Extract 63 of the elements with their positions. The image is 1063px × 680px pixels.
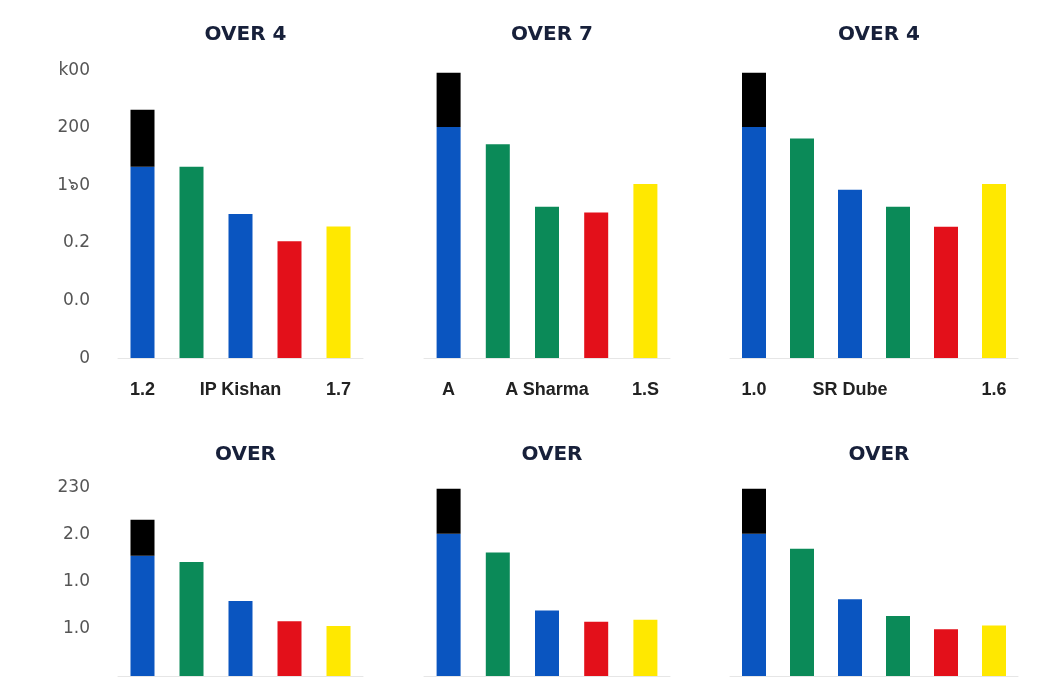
text: 1๖0 xyxy=(57,173,91,194)
x-tick-label: 1.0 xyxy=(741,379,767,399)
bar xyxy=(886,206,910,358)
x-tick-label: 1.S xyxy=(631,379,659,399)
bar xyxy=(886,616,910,676)
x-tick-label: 1.2 xyxy=(129,379,156,399)
bar xyxy=(326,226,351,358)
x-tick-label: 1.7 xyxy=(325,379,352,399)
text: 1.0 xyxy=(62,569,91,590)
bar xyxy=(130,109,155,167)
bar xyxy=(982,184,1006,358)
bar xyxy=(584,621,609,676)
bar xyxy=(179,561,204,676)
bar xyxy=(584,212,609,358)
bar xyxy=(535,206,559,358)
bar xyxy=(934,226,958,358)
bar xyxy=(535,610,559,676)
bar xyxy=(130,166,155,358)
chart-title: OVER xyxy=(848,441,910,465)
bar xyxy=(790,548,814,676)
bar xyxy=(838,189,862,358)
text: 0.2 xyxy=(62,231,91,252)
bar xyxy=(436,72,461,128)
bar xyxy=(485,552,510,676)
x-tick-label: IP Kishan xyxy=(199,379,282,399)
bar xyxy=(838,599,862,676)
bar xyxy=(982,625,1006,676)
bar xyxy=(934,629,958,676)
bar xyxy=(277,621,302,676)
text: 2.0 xyxy=(62,522,91,543)
bar xyxy=(228,601,253,676)
bar xyxy=(633,184,658,358)
chart-title: OVER 4 xyxy=(204,21,287,45)
x-tick-label: A Sharma xyxy=(505,379,590,399)
chart-title: OVER 4 xyxy=(838,21,920,45)
bar xyxy=(228,214,253,358)
bar xyxy=(130,555,155,676)
text: 0.0 xyxy=(62,288,91,309)
bar xyxy=(742,72,766,128)
bar xyxy=(130,519,155,556)
bar xyxy=(485,144,510,358)
bar xyxy=(277,241,302,358)
chart-title: OVER xyxy=(214,441,277,465)
bar xyxy=(633,619,658,676)
bar xyxy=(742,127,766,358)
bar xyxy=(742,488,766,534)
bar xyxy=(436,488,461,534)
x-tick-label: A xyxy=(442,379,456,399)
text: 230 xyxy=(57,475,91,496)
text: 1.0 xyxy=(62,616,91,637)
text: k00 xyxy=(58,58,91,79)
x-tick-label: 1.6 xyxy=(981,379,1007,399)
chart-title: OVER xyxy=(521,441,583,465)
text: 0 xyxy=(79,346,91,367)
bar xyxy=(742,533,766,676)
text: 200 xyxy=(57,116,91,137)
bar xyxy=(436,127,461,358)
bar xyxy=(436,533,461,676)
bar xyxy=(179,166,204,358)
bar xyxy=(790,138,814,358)
x-tick-label: SR Dube xyxy=(812,379,888,399)
chart-title: OVER 7 xyxy=(511,21,593,45)
bar xyxy=(326,626,351,676)
